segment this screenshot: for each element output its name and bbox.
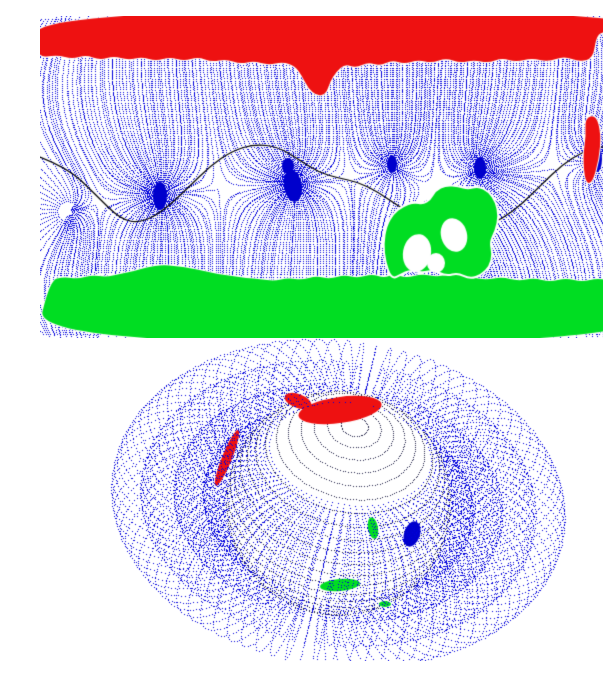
synoptic-magnetic-map-panel xyxy=(40,16,603,338)
solar-field-figure xyxy=(40,16,603,661)
coronal-field-sphere-panel xyxy=(40,338,603,661)
